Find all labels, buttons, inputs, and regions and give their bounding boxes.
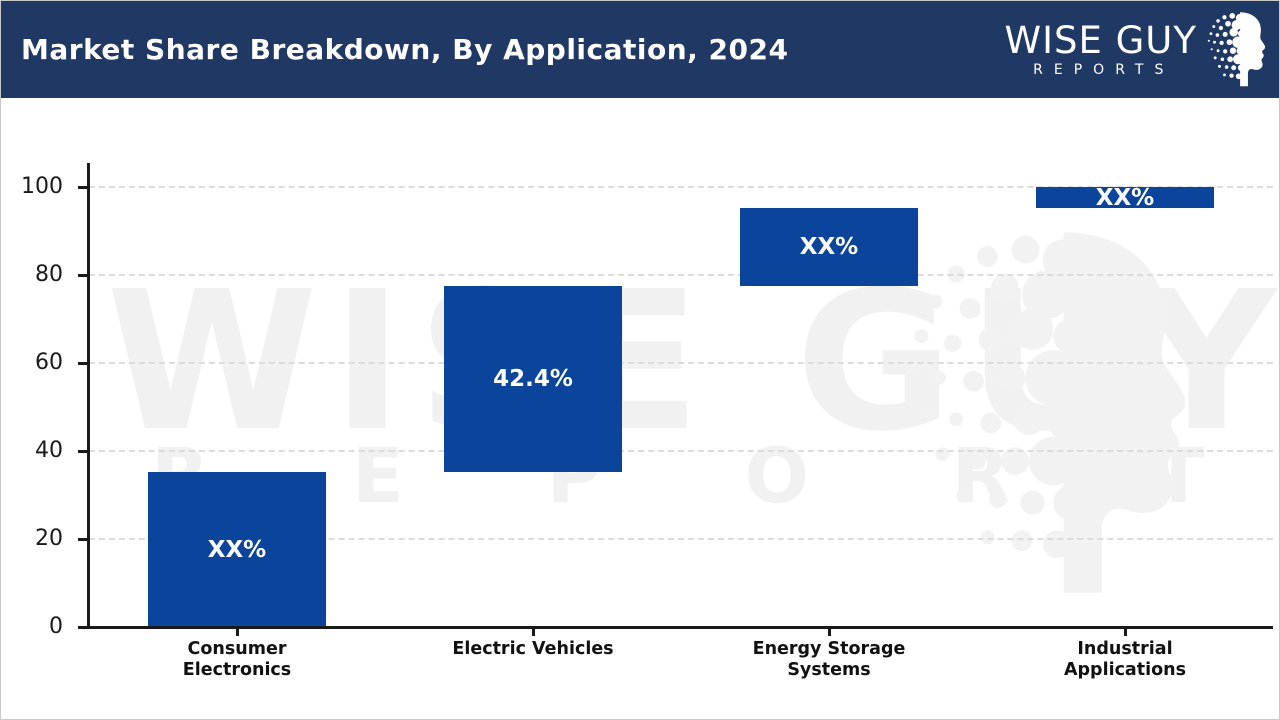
- x-category-label-line: Energy Storage: [752, 639, 906, 659]
- wise-guy-reports-logo: WISE GUY REPORTS: [1005, 7, 1265, 93]
- bar-consumer-electronics: XX%: [148, 472, 326, 627]
- gridline: [89, 274, 1273, 276]
- y-axis-tick: [78, 537, 89, 541]
- gridline: [89, 450, 1273, 452]
- x-category-label-line: Industrial: [1077, 639, 1173, 659]
- y-tick-label: 100: [21, 174, 63, 199]
- bar-value-label: XX%: [207, 536, 267, 563]
- plot-area: XX% 42.4% XX% XX%: [78, 165, 1273, 636]
- y-tick-label: 60: [35, 350, 63, 375]
- y-axis-tick: [78, 361, 89, 365]
- gridline: [89, 538, 1273, 540]
- x-axis-tick: [531, 627, 535, 636]
- bar-industrial-applications: XX%: [1036, 184, 1214, 211]
- bar-energy-storage-systems: XX%: [740, 208, 918, 286]
- bar-electric-vehicles: 42.4%: [444, 285, 622, 473]
- y-tick-label: 20: [35, 526, 63, 551]
- y-tick-label: 0: [49, 614, 63, 639]
- x-category-label-line: Consumer: [187, 639, 287, 659]
- x-axis-tick: [827, 627, 831, 636]
- y-axis-tick: [78, 273, 89, 277]
- x-category-label: Consumer Electronics: [87, 639, 387, 681]
- gridline: [89, 362, 1273, 364]
- x-category-label: Electric Vehicles: [383, 639, 683, 660]
- gridline: [89, 186, 1273, 188]
- bar-value-label: 42.4%: [493, 365, 573, 392]
- x-axis-line: [87, 626, 1273, 629]
- y-tick-label: 80: [35, 262, 63, 287]
- x-axis-tick: [1123, 627, 1127, 636]
- x-category-label-line: Electronics: [182, 660, 292, 680]
- logo-text: WISE GUY REPORTS: [1004, 19, 1197, 78]
- x-category-label: Energy Storage Systems: [679, 639, 979, 681]
- x-axis-tick: [235, 627, 239, 636]
- bar-value-label: XX%: [799, 233, 859, 260]
- x-category-label-line: Systems: [787, 660, 871, 680]
- page-title: Market Share Breakdown, By Application, …: [21, 33, 789, 66]
- x-category-label: Industrial Applications: [975, 639, 1275, 681]
- x-category-label-line: Applications: [1063, 660, 1187, 680]
- logo-subtitle: REPORTS: [1033, 61, 1175, 78]
- y-axis-tick: [78, 625, 89, 629]
- y-axis-tick: [78, 185, 89, 189]
- header-bar: Market Share Breakdown, By Application, …: [1, 1, 1279, 98]
- y-axis-tick: [78, 449, 89, 453]
- x-axis-labels: Consumer Electronics Electric Vehicles Ener…: [89, 639, 1273, 701]
- logo-face-icon: [1207, 12, 1265, 87]
- y-tick-label: 40: [35, 438, 63, 463]
- bar-value-label: XX%: [1095, 184, 1155, 211]
- y-axis-labels: 0 20 40 60 80 100: [1, 165, 79, 639]
- y-axis-line: [87, 163, 90, 629]
- logo-wordmark: WISE GUY: [1004, 19, 1197, 63]
- x-category-label-line: Electric Vehicles: [452, 639, 614, 659]
